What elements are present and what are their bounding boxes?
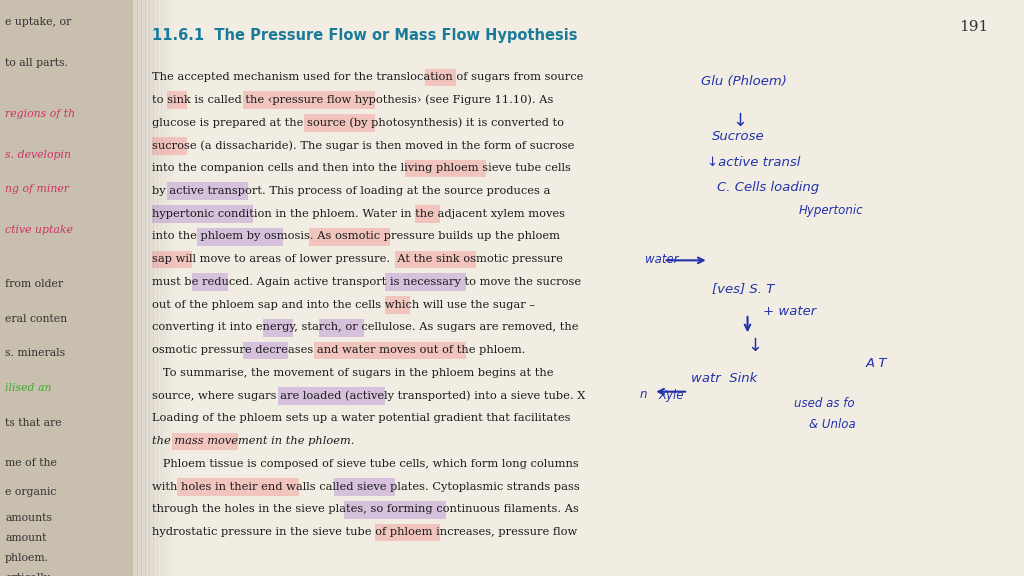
FancyBboxPatch shape — [167, 92, 187, 109]
Text: The accepted mechanism used for the translocation of sugars from source: The accepted mechanism used for the tran… — [152, 72, 583, 82]
FancyBboxPatch shape — [385, 296, 410, 314]
FancyBboxPatch shape — [263, 319, 294, 336]
FancyBboxPatch shape — [344, 501, 445, 519]
FancyBboxPatch shape — [385, 273, 466, 291]
Text: used as fo: used as fo — [794, 397, 854, 411]
FancyBboxPatch shape — [152, 137, 187, 155]
FancyBboxPatch shape — [415, 205, 440, 223]
FancyBboxPatch shape — [161, 0, 166, 576]
Text: amounts: amounts — [5, 513, 52, 522]
Text: 11.6.1  The Pressure Flow or Mass Flow Hypothesis: 11.6.1 The Pressure Flow or Mass Flow Hy… — [152, 28, 578, 43]
FancyBboxPatch shape — [150, 0, 155, 576]
Text: n: n — [640, 388, 647, 401]
Text: s. developin: s. developin — [5, 150, 71, 160]
Text: e uptake, or: e uptake, or — [5, 17, 72, 27]
Text: phloem.: phloem. — [5, 553, 49, 563]
FancyBboxPatch shape — [152, 205, 253, 223]
Text: water: water — [645, 253, 679, 267]
Text: to all parts.: to all parts. — [5, 58, 68, 67]
FancyBboxPatch shape — [153, 0, 158, 576]
Text: me of the: me of the — [5, 458, 57, 468]
Text: out of the phloem sap and into the cells which will use the sugar –: out of the phloem sap and into the cells… — [152, 300, 535, 309]
Text: sucrose (a dissacharide). The sugar is then moved in the form of sucrose: sucrose (a dissacharide). The sugar is t… — [152, 141, 573, 151]
Text: s. minerals: s. minerals — [5, 348, 66, 358]
Text: source, where sugars are loaded (actively transported) into a sieve tube. X: source, where sugars are loaded (activel… — [152, 391, 585, 401]
Text: osmotic pressure decreases and water moves out of the phloem.: osmotic pressure decreases and water mov… — [152, 345, 525, 355]
Text: Xyle: Xyle — [658, 389, 684, 402]
Text: regions of th: regions of th — [5, 109, 75, 119]
FancyBboxPatch shape — [137, 0, 142, 576]
Text: eral conten: eral conten — [5, 314, 68, 324]
FancyBboxPatch shape — [279, 387, 385, 405]
FancyBboxPatch shape — [193, 273, 227, 291]
Text: ↓: ↓ — [748, 337, 763, 355]
Text: & Unloa: & Unloa — [809, 418, 856, 431]
Text: [ves] S. T: [ves] S. T — [712, 282, 774, 295]
FancyBboxPatch shape — [318, 319, 365, 336]
Text: sap will move to areas of lower pressure.  At the sink osmotic pressure: sap will move to areas of lower pressure… — [152, 254, 562, 264]
Text: + water: + water — [763, 305, 816, 319]
FancyBboxPatch shape — [177, 478, 299, 496]
Text: amount: amount — [5, 533, 46, 543]
Text: converting it into energy, starch, or cellulose. As sugars are removed, the: converting it into energy, starch, or ce… — [152, 323, 579, 332]
FancyBboxPatch shape — [303, 114, 375, 132]
Text: glucose is prepared at the source (by photosynthesis) it is converted to: glucose is prepared at the source (by ph… — [152, 118, 563, 128]
FancyBboxPatch shape — [133, 0, 1024, 576]
Text: A T: A T — [865, 357, 887, 370]
FancyBboxPatch shape — [141, 0, 146, 576]
FancyBboxPatch shape — [375, 524, 440, 541]
Text: Glu (Phloem): Glu (Phloem) — [701, 75, 787, 88]
FancyBboxPatch shape — [145, 0, 151, 576]
Text: through the holes in the sieve plates, so forming continuous filaments. As: through the holes in the sieve plates, s… — [152, 505, 579, 514]
Text: watr  Sink: watr Sink — [691, 372, 758, 385]
Text: must be reduced. Again active transport is necessary to move the sucrose: must be reduced. Again active transport … — [152, 276, 581, 287]
Text: to sink is called the ‹pressure flow hypothesis› (see Figure 11.10). As: to sink is called the ‹pressure flow hyp… — [152, 95, 553, 105]
Text: by active transport. This process of loading at the source produces a: by active transport. This process of loa… — [152, 185, 550, 196]
Text: C. Cells loading: C. Cells loading — [717, 181, 819, 195]
FancyBboxPatch shape — [243, 342, 289, 359]
Text: Hypertonic: Hypertonic — [799, 204, 863, 218]
Text: ilised an: ilised an — [5, 383, 51, 393]
Text: with holes in their end walls called sieve plates. Cytoplasmic strands pass: with holes in their end walls called sie… — [152, 482, 580, 491]
Text: ng of miner: ng of miner — [5, 184, 70, 194]
FancyBboxPatch shape — [152, 251, 193, 268]
Text: ↓active transl: ↓active transl — [707, 156, 800, 169]
Text: ctive uptake: ctive uptake — [5, 225, 73, 234]
FancyBboxPatch shape — [313, 342, 466, 359]
Text: ↓: ↓ — [732, 112, 748, 130]
Text: the mass movement in the phloem.: the mass movement in the phloem. — [152, 436, 354, 446]
Text: hypertonic condition in the phloem. Water in the adjacent xylem moves: hypertonic condition in the phloem. Wate… — [152, 209, 564, 218]
Text: Loading of the phloem sets up a water potential gradient that facilitates: Loading of the phloem sets up a water po… — [152, 414, 570, 423]
Text: ortically: ortically — [5, 573, 50, 576]
FancyBboxPatch shape — [133, 0, 138, 576]
Text: ts that are: ts that are — [5, 418, 61, 427]
FancyBboxPatch shape — [308, 228, 390, 245]
Text: To summarise, the movement of sugars in the phloem begins at the: To summarise, the movement of sugars in … — [152, 368, 553, 378]
FancyBboxPatch shape — [395, 251, 476, 268]
Text: e organic: e organic — [5, 487, 56, 497]
Text: into the companion cells and then into the living phloem sieve tube cells: into the companion cells and then into t… — [152, 163, 570, 173]
FancyBboxPatch shape — [406, 160, 486, 177]
Text: Sucrose: Sucrose — [712, 130, 764, 143]
FancyBboxPatch shape — [198, 228, 284, 245]
Text: from older: from older — [5, 279, 63, 289]
FancyBboxPatch shape — [157, 0, 162, 576]
FancyBboxPatch shape — [425, 69, 456, 86]
FancyBboxPatch shape — [243, 92, 375, 109]
FancyBboxPatch shape — [167, 182, 248, 200]
Text: hydrostatic pressure in the sieve tube of phloem increases, pressure flow: hydrostatic pressure in the sieve tube o… — [152, 527, 577, 537]
Text: into the phloem by osmosis. As osmotic pressure builds up the phloem: into the phloem by osmosis. As osmotic p… — [152, 232, 559, 241]
FancyBboxPatch shape — [334, 478, 395, 496]
FancyBboxPatch shape — [172, 433, 238, 450]
Text: Phloem tissue is composed of sieve tube cells, which form long columns: Phloem tissue is composed of sieve tube … — [152, 458, 579, 469]
Text: 191: 191 — [958, 20, 988, 34]
